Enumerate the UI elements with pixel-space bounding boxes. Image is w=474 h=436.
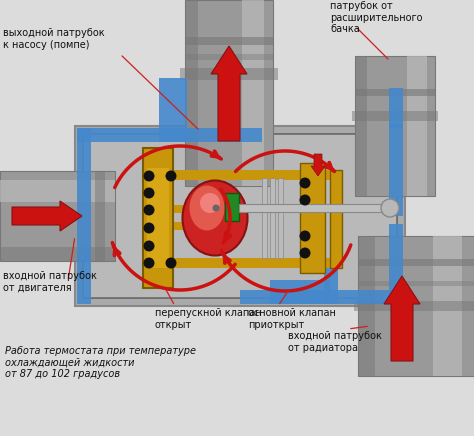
Bar <box>185 37 273 45</box>
Bar <box>270 178 275 258</box>
FancyArrow shape <box>311 154 325 176</box>
FancyBboxPatch shape <box>83 134 397 298</box>
Bar <box>270 280 330 304</box>
Bar <box>225 193 239 221</box>
Bar <box>173 205 233 213</box>
Bar <box>330 170 342 268</box>
Bar <box>325 258 330 268</box>
Bar <box>185 0 198 186</box>
FancyArrow shape <box>384 276 420 361</box>
Circle shape <box>381 199 399 217</box>
Bar <box>262 178 267 258</box>
Text: основной клапан
приоткрыт: основной клапан приоткрыт <box>248 308 336 330</box>
Bar <box>358 259 474 266</box>
Bar <box>173 170 300 180</box>
FancyBboxPatch shape <box>75 126 405 306</box>
Bar <box>358 236 375 376</box>
Circle shape <box>144 187 155 198</box>
Bar <box>0 171 115 261</box>
Ellipse shape <box>182 181 247 255</box>
Bar <box>389 88 403 128</box>
Ellipse shape <box>190 185 225 231</box>
Circle shape <box>300 177 310 188</box>
Circle shape <box>144 258 155 269</box>
Text: Работа термостата при температуре
охлаждающей жидкости
от 87 до 102 градусов: Работа термостата при температуре охлажд… <box>5 346 196 379</box>
Bar <box>358 281 474 286</box>
Bar <box>355 56 367 196</box>
Text: выходной патрубок
к насосу (помпе): выходной патрубок к насосу (помпе) <box>3 28 105 50</box>
Bar <box>352 111 438 121</box>
Circle shape <box>300 231 310 242</box>
Bar <box>77 128 91 304</box>
Bar <box>77 128 262 142</box>
Circle shape <box>300 248 310 259</box>
Bar <box>185 0 273 186</box>
Bar <box>0 180 115 202</box>
Bar <box>278 178 283 258</box>
Bar <box>355 56 435 196</box>
Bar <box>300 163 325 273</box>
Bar <box>324 264 338 304</box>
Bar <box>389 224 403 304</box>
Bar <box>173 222 233 230</box>
Bar <box>180 68 278 80</box>
Text: патрубок от
расширительного
бачка: патрубок от расширительного бачка <box>330 1 422 34</box>
Text: перепускной клапан
открыт: перепускной клапан открыт <box>155 308 262 330</box>
Circle shape <box>144 241 155 252</box>
Circle shape <box>165 258 176 269</box>
Bar <box>433 236 463 376</box>
Bar <box>325 170 330 180</box>
Bar <box>159 78 187 142</box>
Bar <box>389 124 403 216</box>
Text: входной патрубок
от двигателя: входной патрубок от двигателя <box>3 271 97 293</box>
Bar <box>240 290 391 304</box>
Circle shape <box>144 222 155 234</box>
Circle shape <box>212 204 219 211</box>
Bar <box>0 248 115 261</box>
Bar <box>407 56 427 196</box>
Bar <box>355 89 435 96</box>
Bar <box>147 168 169 268</box>
Bar <box>239 204 390 212</box>
FancyArrow shape <box>211 46 247 141</box>
Text: входной патрубок
от радиатора: входной патрубок от радиатора <box>288 331 382 353</box>
Circle shape <box>300 194 310 205</box>
Circle shape <box>144 170 155 181</box>
Bar <box>95 171 105 261</box>
Circle shape <box>165 170 176 181</box>
Bar <box>185 54 273 60</box>
Circle shape <box>144 204 155 215</box>
Bar <box>173 258 300 268</box>
Bar <box>354 301 474 311</box>
Bar <box>143 148 173 288</box>
Circle shape <box>200 193 220 213</box>
FancyArrow shape <box>12 201 82 231</box>
Bar <box>358 236 474 376</box>
Bar <box>242 0 264 186</box>
